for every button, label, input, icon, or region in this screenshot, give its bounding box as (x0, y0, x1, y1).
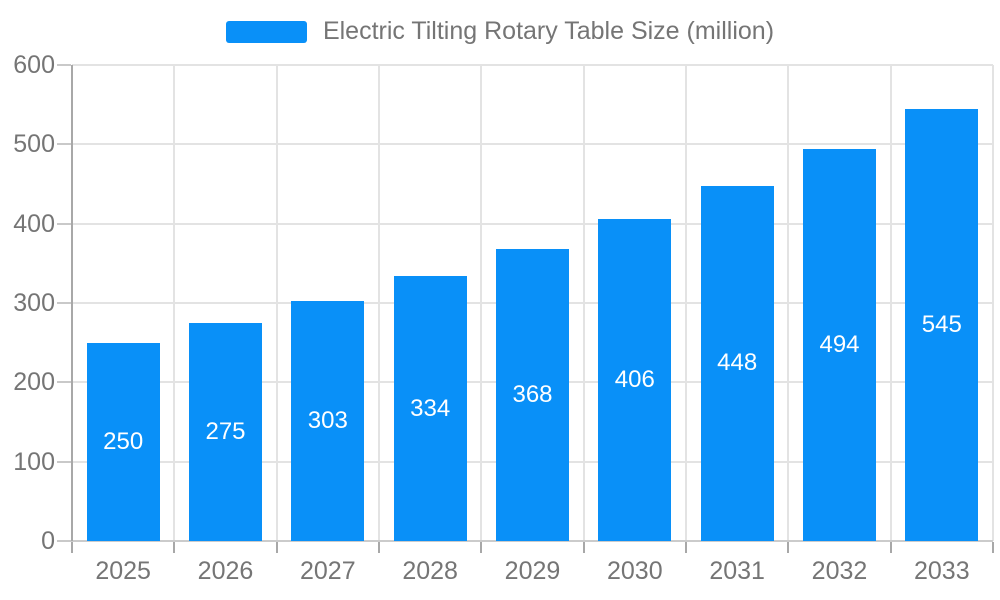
bar-2029[interactable]: 368 (496, 249, 569, 541)
gridline-vertical (992, 65, 994, 541)
x-tick-label: 2033 (914, 557, 970, 585)
x-axis-tick (480, 542, 482, 553)
y-axis-tick (57, 540, 71, 542)
y-axis-tick (57, 64, 71, 66)
x-axis-tick (992, 542, 994, 553)
bar-value-label: 275 (205, 417, 246, 445)
bar-2025[interactable]: 250 (86, 342, 160, 541)
bar-value-label: 406 (614, 365, 655, 393)
bar-value-label: 448 (717, 349, 758, 377)
x-axis-line (71, 540, 993, 542)
gridline-vertical (173, 65, 175, 541)
bar-value-label: 303 (307, 406, 348, 434)
bar-2026[interactable]: 275 (189, 322, 262, 541)
gridline-vertical (685, 65, 687, 541)
y-tick-label: 200 (13, 368, 55, 397)
gridline-vertical (583, 65, 585, 541)
legend-label: Electric Tilting Rotary Table Size (mill… (322, 17, 775, 45)
plot-area: 250 275 303 334 368 406 448 494 545 (57, 64, 994, 553)
x-tick-label: 2028 (402, 557, 458, 585)
x-axis-tick (71, 542, 73, 553)
y-tick-label: 300 (13, 289, 55, 317)
x-axis-tick (173, 542, 175, 553)
y-axis-line (71, 65, 73, 541)
gridline-horizontal (72, 222, 993, 225)
x-axis-tick (276, 542, 278, 553)
x-tick-label: 2032 (811, 557, 868, 585)
y-tick-label: 100 (13, 447, 55, 476)
bar-2027[interactable]: 303 (291, 300, 365, 541)
y-axis-tick (57, 222, 71, 225)
bar-2032[interactable]: 494 (803, 149, 876, 541)
x-tick-label: 2029 (504, 557, 561, 585)
gridline-vertical (378, 65, 380, 541)
y-tick-label: 500 (13, 130, 55, 159)
x-tick-label: 2025 (95, 557, 151, 585)
y-axis-tick (57, 143, 71, 146)
gridline-vertical (890, 65, 892, 541)
bar-2028[interactable]: 334 (393, 276, 467, 541)
y-axis-tick (57, 381, 71, 384)
bar-value-label: 545 (921, 310, 962, 338)
x-tick-label: 2031 (709, 557, 765, 585)
bar-value-label: 494 (819, 331, 860, 359)
x-axis-tick (685, 542, 687, 553)
legend[interactable]: Electric Tilting Rotary Table Size (mill… (0, 17, 1000, 46)
x-tick-label: 2027 (300, 557, 356, 585)
bar-value-label: 334 (410, 394, 451, 422)
gridline-vertical (276, 65, 278, 541)
y-tick-label: 600 (13, 51, 55, 79)
gridline-horizontal (72, 64, 993, 66)
gridline-vertical (480, 65, 482, 541)
bar-2033[interactable]: 545 (905, 108, 979, 541)
gridline-vertical (787, 65, 789, 541)
gridline-horizontal (72, 143, 993, 146)
x-axis-tick (890, 542, 892, 553)
y-axis-tick (57, 302, 71, 304)
bar-value-label: 368 (512, 381, 553, 409)
x-axis-tick (583, 542, 585, 553)
x-axis-tick (378, 542, 380, 553)
x-axis-tick (787, 542, 789, 553)
bar-2031[interactable]: 448 (700, 185, 774, 541)
y-axis-tick (57, 460, 71, 463)
legend-swatch (225, 20, 307, 43)
bar-2030[interactable]: 406 (598, 218, 672, 541)
bar-value-label: 250 (103, 427, 144, 455)
y-tick-label: 400 (13, 209, 55, 238)
x-tick-label: 2030 (607, 557, 663, 585)
x-tick-label: 2026 (197, 557, 254, 585)
y-tick-label: 0 (41, 527, 55, 555)
